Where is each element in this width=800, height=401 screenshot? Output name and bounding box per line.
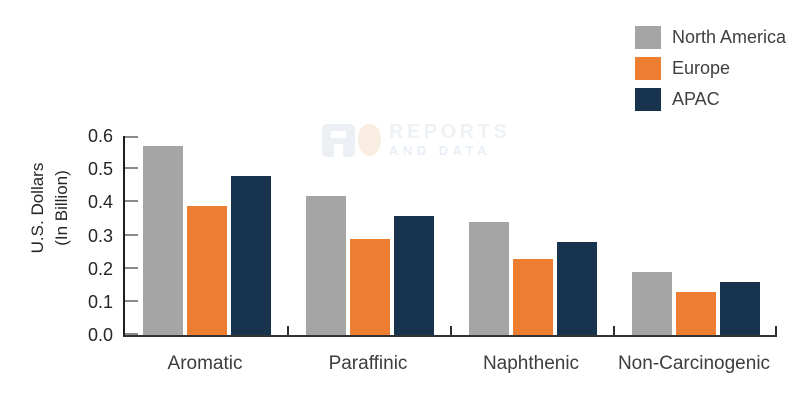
bar-north-america-paraffinic <box>306 196 346 335</box>
x-boundary-tick-2 <box>450 326 452 335</box>
bar-apac-paraffinic <box>394 216 434 335</box>
bar-europe-aromatic <box>187 206 227 335</box>
x-boundary-tick-3 <box>613 326 615 335</box>
bar-apac-aromatic <box>231 176 271 335</box>
x-boundary-tick-1 <box>287 326 289 335</box>
watermark: REPORTS AND DATA <box>322 122 510 158</box>
reports-and-data-logo-icon <box>322 123 355 157</box>
legend-swatch-europe <box>635 57 661 80</box>
y-tick-label-0.0: 0.0 <box>87 325 113 345</box>
bar-apac-naphthenic <box>557 242 597 335</box>
legend-item-apac: APAC <box>635 88 786 111</box>
y-tick-label-0.5: 0.5 <box>87 159 113 179</box>
y-tick-label-0.6: 0.6 <box>87 126 113 146</box>
bar-europe-naphthenic <box>513 259 553 335</box>
legend-label-apac: APAC <box>672 89 720 109</box>
y-tick-0.2 <box>125 267 138 269</box>
x-category-label-paraffinic: Paraffinic <box>328 353 408 374</box>
legend: North America Europe APAC <box>635 26 786 119</box>
legend-item-north-america: North America <box>635 26 786 49</box>
y-tick-0.4 <box>125 200 138 202</box>
watermark-text: REPORTS AND DATA <box>389 122 510 158</box>
y-tick-label-0.2: 0.2 <box>87 259 113 279</box>
bar-north-america-non-carcinogenic <box>632 272 672 335</box>
bar-north-america-naphthenic <box>469 222 509 335</box>
bar-europe-paraffinic <box>350 239 390 335</box>
bar-north-america-aromatic <box>143 146 183 335</box>
y-tick-label-0.4: 0.4 <box>87 192 113 212</box>
legend-label-north-america: North America <box>672 27 787 47</box>
bar-europe-non-carcinogenic <box>676 292 716 335</box>
bar-apac-non-carcinogenic <box>720 282 760 335</box>
watermark-shield-icon <box>358 124 381 156</box>
legend-label-europe: Europe <box>672 58 731 78</box>
watermark-line1: REPORTS <box>389 121 511 143</box>
y-tick-label-0.1: 0.1 <box>87 292 113 312</box>
y-tick-0.5 <box>125 167 138 169</box>
y-tick-0.0 <box>125 333 138 335</box>
watermark-line2: AND DATA <box>389 143 491 158</box>
x-category-label-aromatic: Aromatic <box>167 353 243 374</box>
y-tick-label-0.3: 0.3 <box>87 226 113 246</box>
y-tick-0.6 <box>125 136 138 138</box>
x-category-label-naphthenic: Naphthenic <box>482 353 580 374</box>
x-boundary-tick-4 <box>775 326 777 335</box>
legend-swatch-north-america <box>635 26 661 49</box>
plot-area <box>123 136 777 337</box>
x-category-label-non-carcinogenic: Non-Carcinogenic <box>617 353 771 374</box>
y-tick-0.1 <box>125 300 138 302</box>
legend-item-europe: Europe <box>635 57 786 80</box>
legend-swatch-apac <box>635 88 661 111</box>
y-tick-0.3 <box>125 234 138 236</box>
